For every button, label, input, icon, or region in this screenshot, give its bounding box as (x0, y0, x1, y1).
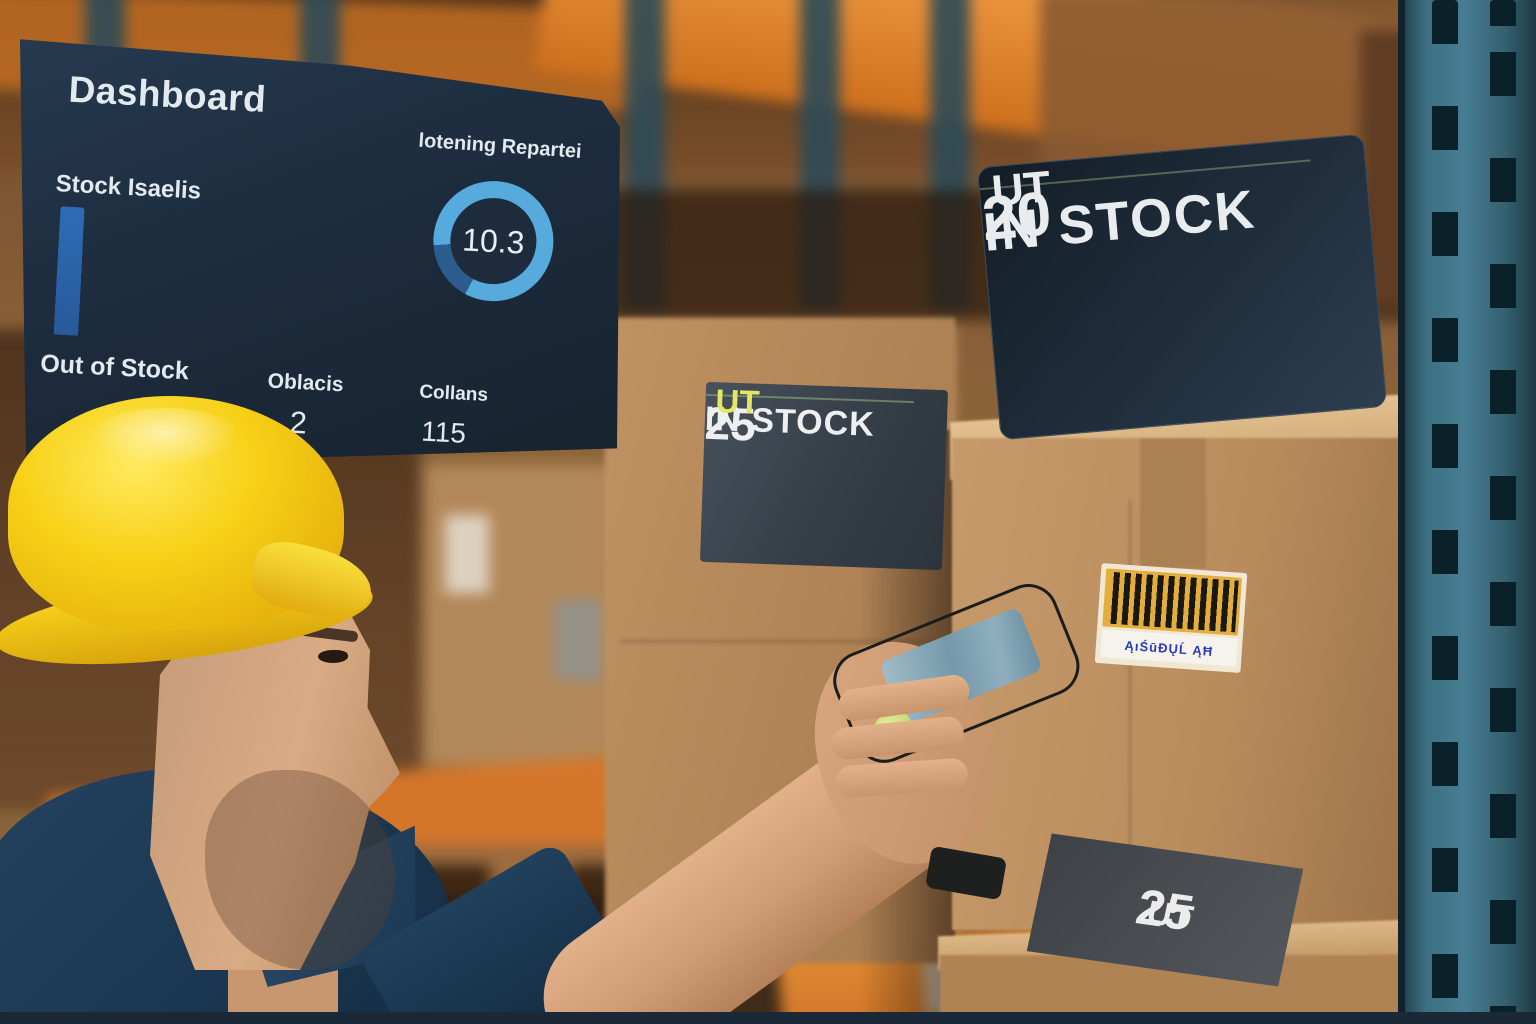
hard-hat-highlight (90, 408, 240, 468)
carton-edge (1128, 500, 1132, 930)
rack-upright-slots (1432, 0, 1458, 1024)
background-carton-label (445, 515, 489, 593)
worker-eye (318, 650, 348, 663)
background-carton-label (555, 600, 601, 680)
carton-crease (620, 640, 940, 643)
ar-dashboard-panel: Dashboard Stock Isaelis lotening Reparte… (20, 39, 620, 466)
rack-upright-edge (1398, 0, 1405, 1024)
scanner-grip-base (924, 845, 1008, 901)
rack-upright-right (1398, 0, 1536, 1024)
rack-upright-slots (1490, 0, 1516, 1024)
worker-beard (205, 770, 395, 970)
bottom-navy-strip (0, 1012, 1536, 1024)
carton-tape (1140, 438, 1206, 568)
